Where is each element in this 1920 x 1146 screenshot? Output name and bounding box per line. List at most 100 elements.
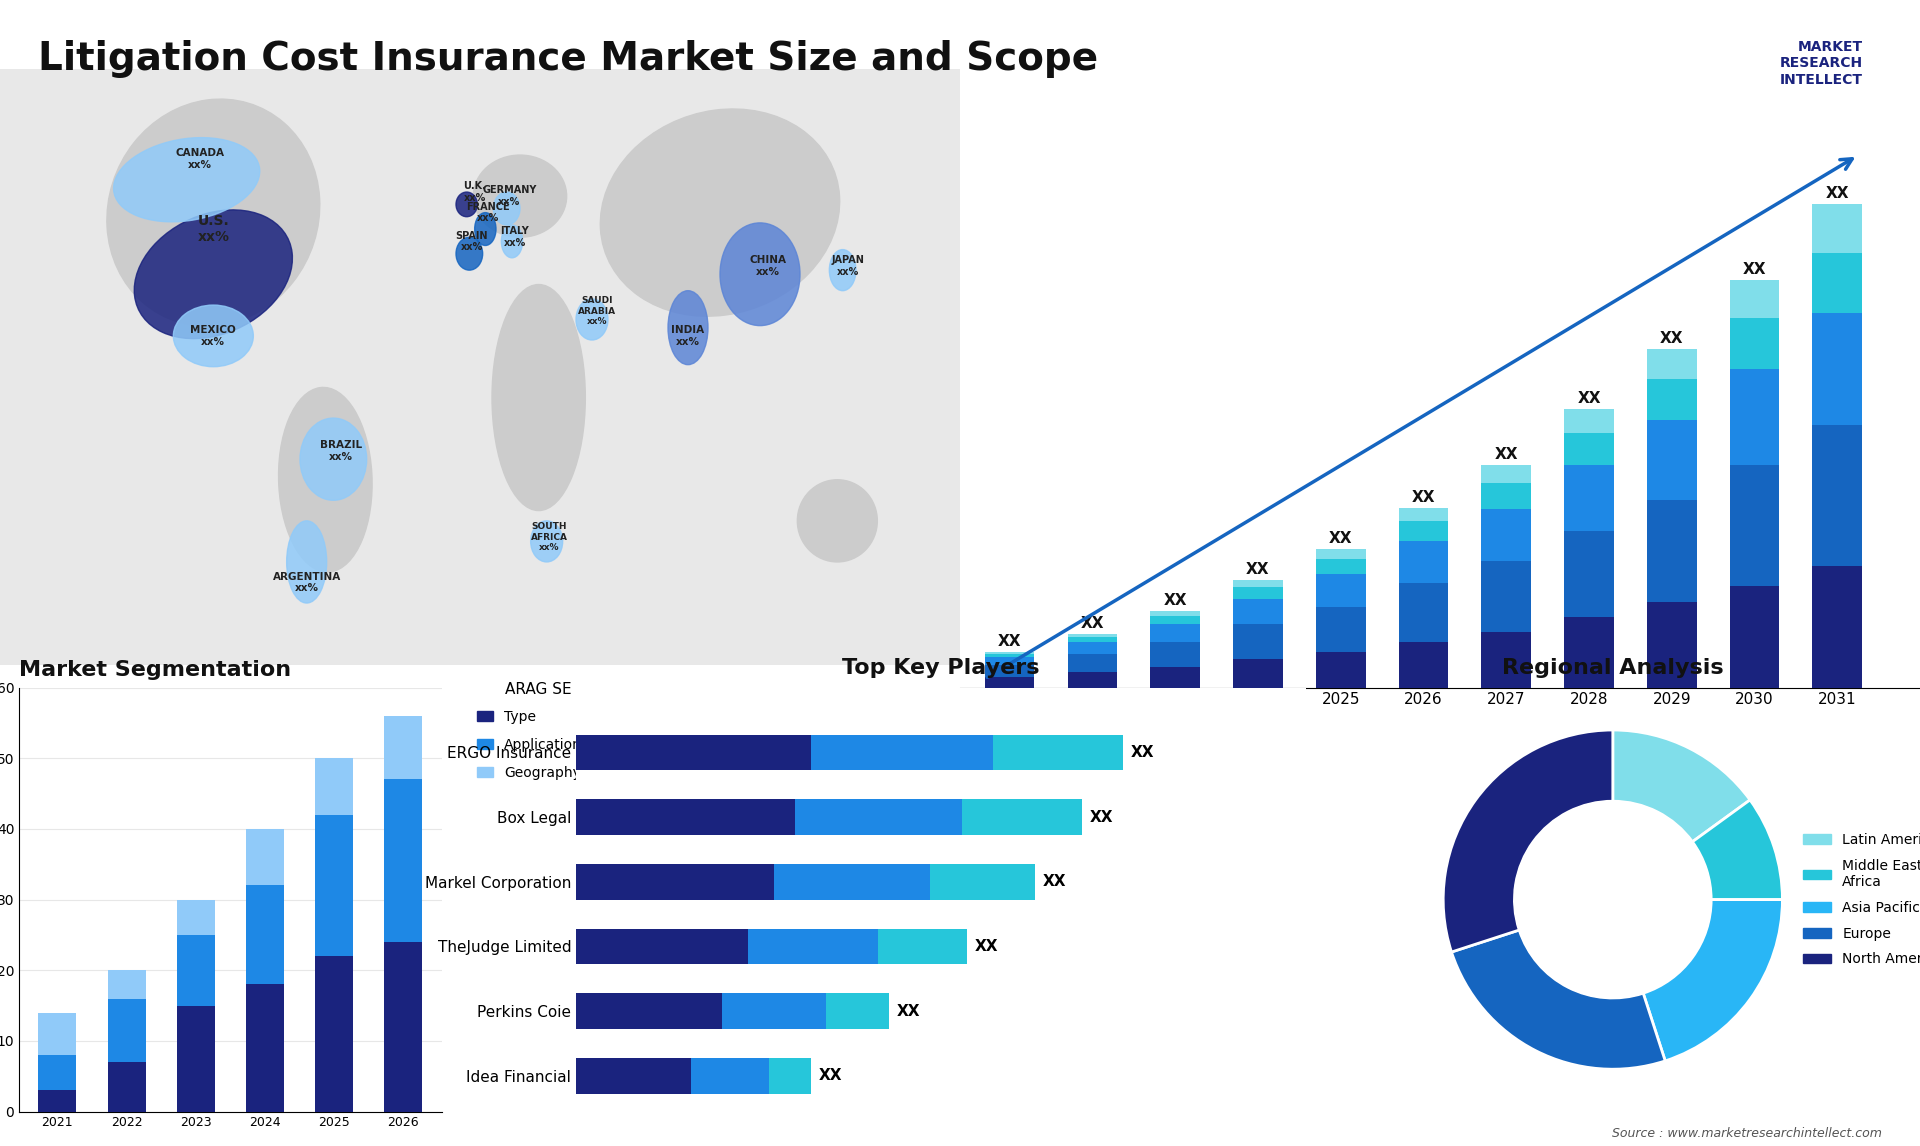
Bar xyxy=(1730,319,1780,369)
Bar xyxy=(1068,654,1117,673)
Ellipse shape xyxy=(474,213,495,245)
Bar xyxy=(38,1091,77,1112)
Ellipse shape xyxy=(530,520,563,562)
Bar xyxy=(1730,369,1780,465)
Text: XX: XX xyxy=(1494,447,1519,462)
Bar xyxy=(1647,419,1697,501)
Bar xyxy=(985,654,1035,658)
Bar xyxy=(722,994,826,1029)
Bar xyxy=(749,928,877,964)
Text: U.S.
xx%: U.S. xx% xyxy=(198,214,228,244)
Bar xyxy=(1482,509,1530,562)
Ellipse shape xyxy=(668,291,708,364)
Bar xyxy=(576,1058,691,1093)
Bar xyxy=(1315,606,1365,652)
Ellipse shape xyxy=(134,210,292,338)
Bar xyxy=(315,815,353,956)
Bar xyxy=(768,1058,810,1093)
Bar xyxy=(1730,587,1780,688)
Bar xyxy=(1068,673,1117,688)
Text: XX: XX xyxy=(1661,331,1684,346)
Bar xyxy=(1068,634,1117,637)
Ellipse shape xyxy=(474,155,566,237)
Bar xyxy=(177,900,215,935)
Bar xyxy=(576,735,810,770)
Ellipse shape xyxy=(501,225,522,258)
Bar xyxy=(1482,465,1530,484)
Text: XX: XX xyxy=(1826,186,1849,201)
Text: XX: XX xyxy=(1043,874,1066,889)
Ellipse shape xyxy=(108,99,321,327)
Wedge shape xyxy=(1644,900,1782,1061)
Bar xyxy=(985,652,1035,654)
Legend: Latin America, Middle East &
Africa, Asia Pacific, Europe, North America: Latin America, Middle East & Africa, Asi… xyxy=(1797,827,1920,972)
Bar xyxy=(576,928,749,964)
Bar xyxy=(1233,588,1283,598)
Bar xyxy=(108,971,146,998)
Bar xyxy=(810,735,993,770)
Text: XX: XX xyxy=(1131,745,1154,760)
Wedge shape xyxy=(1613,730,1749,842)
Title: Top Key Players: Top Key Players xyxy=(843,658,1039,677)
Text: Source : www.marketresearchintellect.com: Source : www.marketresearchintellect.com xyxy=(1611,1128,1882,1140)
Bar xyxy=(1565,465,1615,531)
Text: ITALY
xx%: ITALY xx% xyxy=(501,227,530,248)
Bar xyxy=(774,864,931,900)
Text: XX: XX xyxy=(998,634,1021,649)
Bar xyxy=(384,942,422,1112)
Bar xyxy=(1150,667,1200,688)
Bar xyxy=(1647,379,1697,419)
Bar xyxy=(246,886,284,984)
Bar xyxy=(576,994,722,1029)
Bar xyxy=(1315,574,1365,606)
Bar xyxy=(985,658,1035,666)
Text: SAUDI
ARABIA
xx%: SAUDI ARABIA xx% xyxy=(578,297,616,327)
Text: XX: XX xyxy=(1576,392,1601,407)
Bar xyxy=(384,716,422,779)
Bar xyxy=(315,759,353,815)
Text: XX: XX xyxy=(1329,531,1352,545)
Bar xyxy=(985,677,1035,688)
Ellipse shape xyxy=(576,299,609,340)
Bar xyxy=(962,799,1081,834)
Bar xyxy=(1482,484,1530,509)
Text: Market Segmentation: Market Segmentation xyxy=(19,660,292,681)
Bar xyxy=(1730,465,1780,587)
Bar xyxy=(1565,617,1615,688)
Text: INDIA
xx%: INDIA xx% xyxy=(672,325,705,347)
Bar xyxy=(38,1013,77,1055)
Text: SPAIN
xx%: SPAIN xx% xyxy=(455,230,488,252)
Bar xyxy=(1233,623,1283,659)
Bar xyxy=(1812,566,1862,688)
Bar xyxy=(826,994,889,1029)
Bar xyxy=(931,864,1035,900)
Text: U.K.
xx%: U.K. xx% xyxy=(463,181,486,203)
Text: ARGENTINA
xx%: ARGENTINA xx% xyxy=(273,572,340,594)
Text: JAPAN
xx%: JAPAN xx% xyxy=(831,256,864,277)
Legend: Type, Application, Geography: Type, Application, Geography xyxy=(470,702,589,786)
Ellipse shape xyxy=(457,193,478,217)
Text: MEXICO
xx%: MEXICO xx% xyxy=(190,325,236,347)
Bar xyxy=(1315,559,1365,574)
Bar xyxy=(38,1055,77,1091)
Bar xyxy=(795,799,962,834)
Bar xyxy=(985,666,1035,677)
Text: XX: XX xyxy=(1089,809,1114,824)
Ellipse shape xyxy=(278,387,372,572)
Bar xyxy=(1150,623,1200,642)
Text: XX: XX xyxy=(975,939,998,953)
Bar xyxy=(384,779,422,942)
Text: XX: XX xyxy=(1411,489,1434,504)
Bar xyxy=(576,864,774,900)
Bar xyxy=(108,1062,146,1112)
Wedge shape xyxy=(1452,931,1665,1069)
Text: CHINA
xx%: CHINA xx% xyxy=(749,256,787,277)
Text: MARKET
RESEARCH
INTELLECT: MARKET RESEARCH INTELLECT xyxy=(1780,40,1862,86)
Ellipse shape xyxy=(797,480,877,562)
Bar xyxy=(691,1058,768,1093)
Bar xyxy=(1647,602,1697,688)
Bar xyxy=(1233,659,1283,688)
Bar xyxy=(177,1006,215,1112)
Bar xyxy=(1482,562,1530,631)
Bar xyxy=(877,928,968,964)
